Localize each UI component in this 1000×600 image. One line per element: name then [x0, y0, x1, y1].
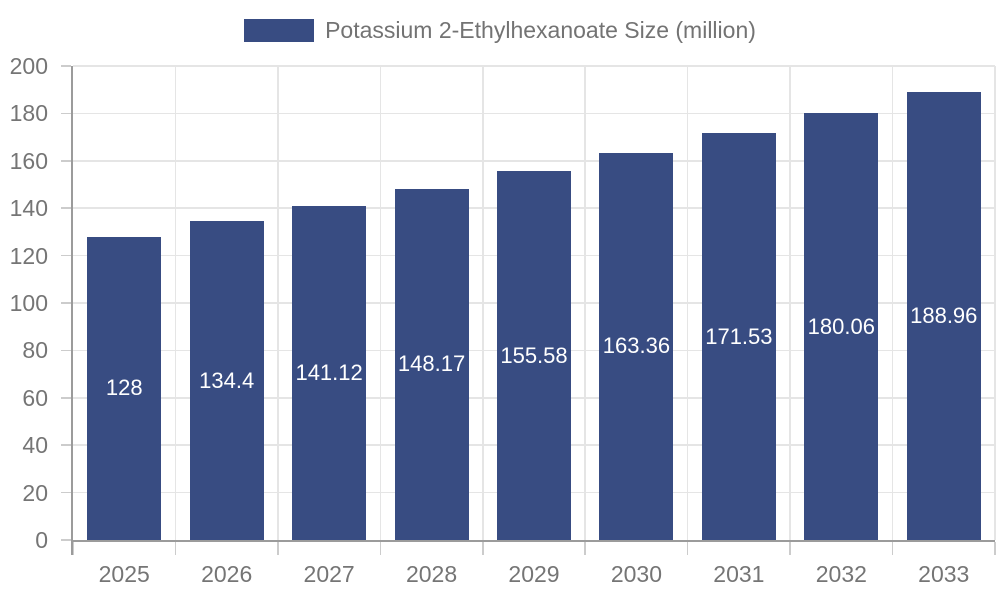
legend-swatch: [244, 19, 315, 42]
bar-value-label: 128: [105, 375, 143, 401]
x-axis-label: 2029: [508, 561, 560, 587]
y-axis-tick: [61, 349, 71, 352]
x-axis-tick: [994, 542, 996, 555]
y-axis-tick: [61, 112, 71, 115]
y-axis-tick: [61, 160, 71, 162]
x-axis-tick: [584, 542, 586, 555]
y-axis-tick: [61, 539, 71, 541]
y-axis-line: [71, 66, 73, 555]
x-axis-label: 2031: [713, 561, 765, 587]
x-axis-tick: [72, 542, 74, 555]
x-axis-tick: [789, 542, 791, 555]
bar[interactable]: 163.36: [599, 152, 674, 540]
y-axis-label: 0: [35, 527, 48, 553]
bar-value-label: 134.4: [199, 367, 255, 393]
y-axis-label: 60: [22, 384, 48, 411]
gridline-vertical: [584, 66, 586, 540]
bar-value-label: 155.58: [500, 342, 568, 368]
gridline-horizontal: [73, 65, 995, 67]
y-axis-tick: [61, 397, 71, 399]
gridline-horizontal: [73, 112, 995, 115]
x-axis-label: 2027: [303, 561, 355, 587]
x-axis-label: 2033: [918, 561, 970, 587]
bar-value-label: 180.06: [807, 313, 875, 339]
x-axis-tick: [891, 542, 894, 555]
gridline-vertical: [686, 66, 689, 540]
x-axis-line: [71, 540, 995, 542]
x-axis-label: 2026: [201, 561, 253, 587]
x-axis-label: 2030: [610, 561, 663, 587]
gridline-vertical: [379, 66, 382, 540]
y-axis-label: 80: [22, 337, 48, 364]
y-axis-tick: [61, 444, 71, 446]
legend-item[interactable]: Potassium 2-Ethylhexanoate Size (million…: [0, 17, 1000, 44]
gridline-vertical: [789, 66, 791, 540]
y-axis-label: 180: [9, 100, 48, 127]
gridline-vertical: [891, 66, 894, 540]
x-axis-tick: [174, 542, 177, 555]
bar-value-label: 141.12: [295, 359, 363, 385]
y-axis-label: 100: [9, 290, 48, 316]
bar-value-label: 171.53: [705, 323, 773, 349]
y-axis-label: 200: [9, 53, 48, 79]
y-axis-tick: [61, 254, 71, 257]
gridline-vertical: [277, 66, 279, 540]
y-axis-label: 40: [22, 432, 48, 459]
gridline-vertical: [482, 66, 484, 540]
y-axis-tick: [61, 207, 71, 209]
y-axis-label: 120: [9, 242, 48, 269]
bar-value-label: 148.17: [397, 351, 466, 377]
x-axis-label: 2028: [405, 561, 458, 587]
gridline-vertical: [174, 66, 177, 540]
gridline-horizontal: [73, 160, 995, 162]
bar[interactable]: 171.53: [701, 133, 776, 540]
y-axis-tick: [61, 491, 71, 494]
y-axis-label: 140: [9, 195, 48, 222]
y-axis-tick: [61, 302, 71, 304]
x-axis-tick: [482, 542, 484, 555]
bar[interactable]: 141.12: [292, 205, 367, 540]
y-axis-label: 160: [9, 147, 48, 174]
x-axis-label: 2032: [815, 561, 867, 587]
bar[interactable]: 155.58: [497, 171, 571, 540]
plot-area: 0 20 40 60 80 100 120 140 160 180 200 128 2025 134.4 2…: [10, 53, 996, 587]
gridline-vertical: [994, 66, 996, 540]
x-axis-tick: [379, 542, 382, 555]
bar[interactable]: 188.96: [906, 92, 981, 540]
x-axis-tick: [686, 542, 689, 555]
x-axis-tick: [277, 542, 279, 555]
legend-label: Potassium 2-Ethylhexanoate Size (million…: [325, 17, 756, 43]
bar[interactable]: 134.4: [189, 221, 264, 540]
bar-value-label: 163.36: [602, 333, 671, 359]
x-axis-label: 2025: [98, 561, 150, 587]
y-axis-label: 20: [22, 479, 48, 506]
bar[interactable]: 148.17: [394, 188, 469, 540]
bar[interactable]: 180.06: [804, 113, 879, 540]
bar[interactable]: 128: [87, 236, 162, 540]
bar-value-label: 188.96: [910, 303, 978, 329]
y-axis-tick: [61, 65, 71, 67]
